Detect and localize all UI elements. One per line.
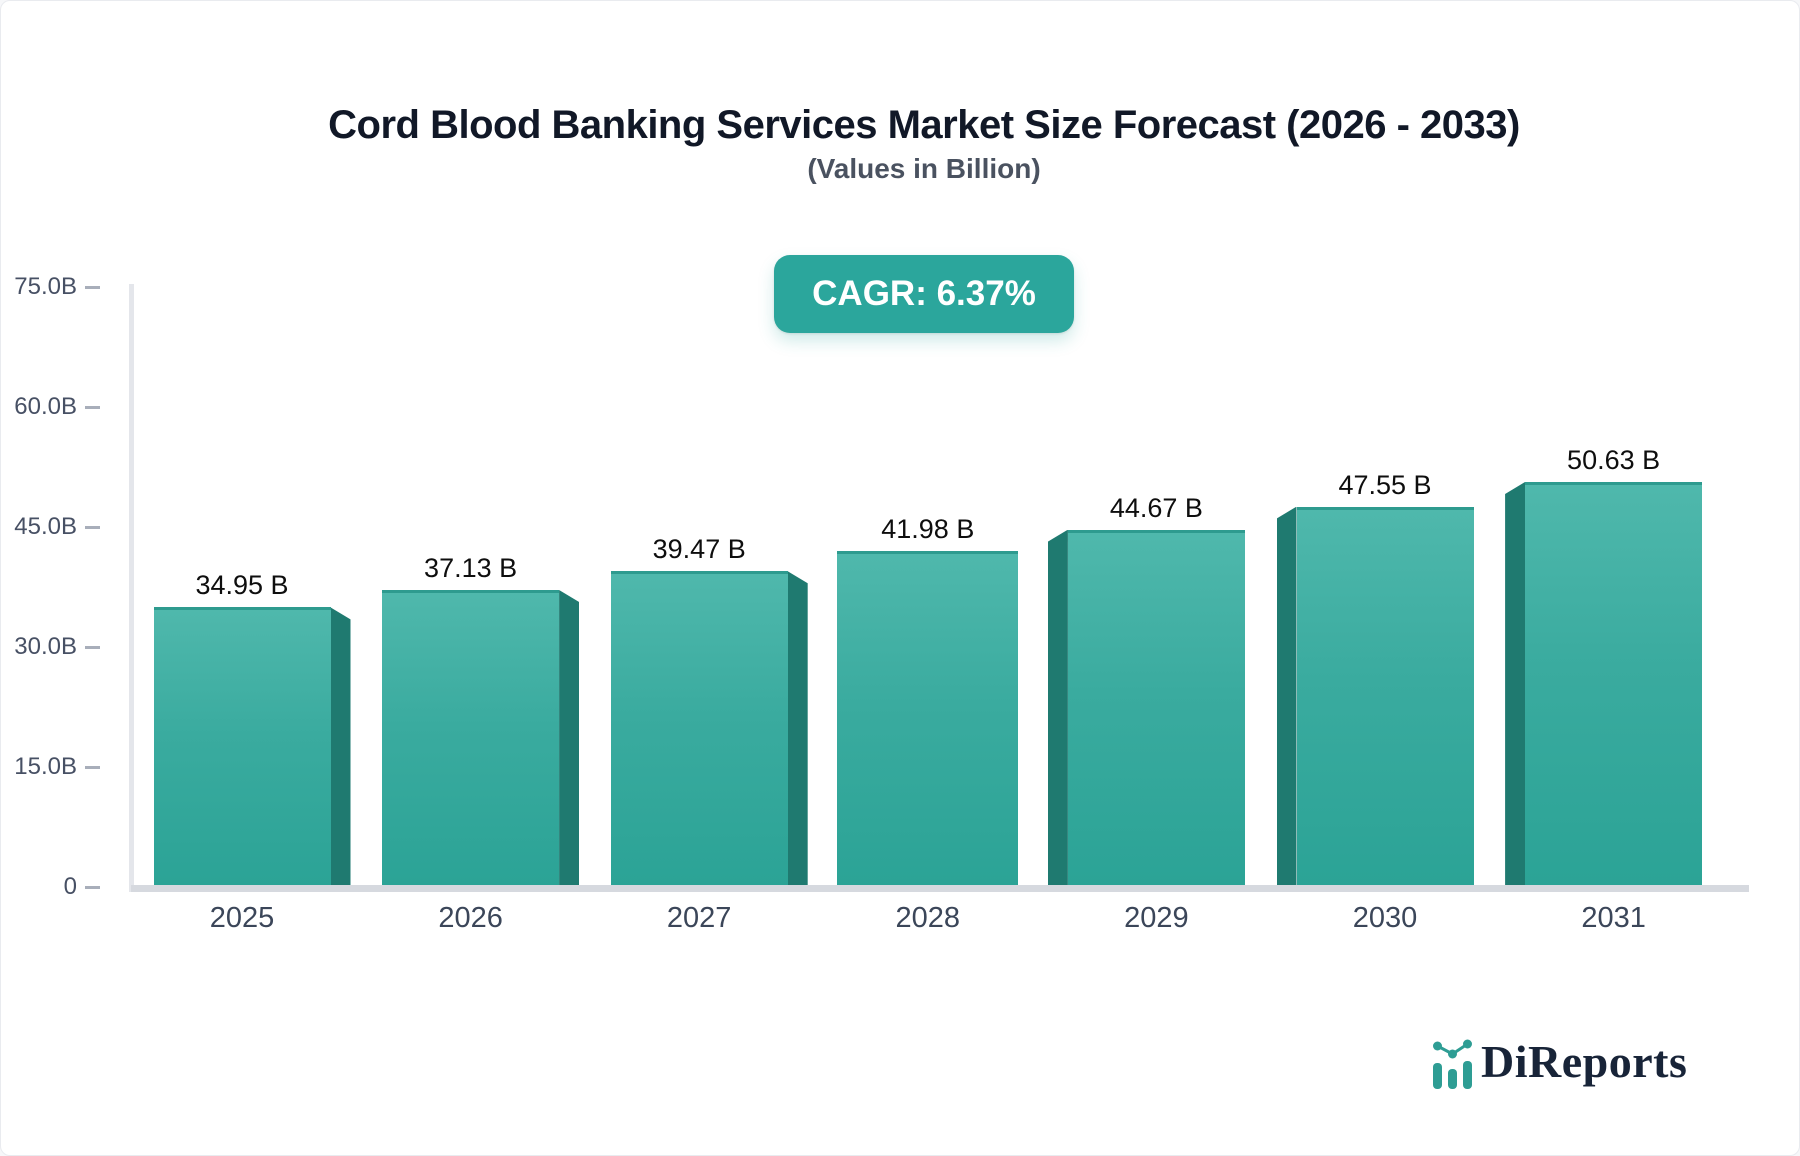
chart-subtitle: (Values in Billion) (807, 153, 1041, 184)
x-axis-label: 2025 (209, 902, 275, 934)
chart-title: Cord Blood Banking Services Market Size … (328, 103, 1520, 147)
x-axis-label: 2028 (895, 902, 961, 934)
y-axis-tick-label: 15.0B (14, 753, 77, 780)
x-axis-label: 2030 (1352, 902, 1418, 934)
x-axis-baseline (131, 885, 1749, 892)
bar-2026[interactable] (382, 589, 560, 887)
bar-3d-side[interactable] (559, 589, 580, 887)
x-axis-label: 2026 (438, 902, 503, 934)
direports-logo-text: DiReports (1481, 1036, 1688, 1087)
bar-value-label: 41.98 B (881, 514, 975, 545)
bar-value-label: 47.55 B (1338, 469, 1432, 500)
y-axis-tick-label: 0 (63, 873, 77, 900)
cagr-badge-row: CAGR: 6.37% (49, 255, 1799, 333)
bar-value-label: 37.13 B (424, 552, 518, 583)
bar-value-label: 44.67 B (1109, 492, 1203, 523)
bar-2028[interactable] (837, 551, 1019, 887)
bar-3d-side[interactable] (330, 607, 351, 887)
x-axis-label: 2027 (666, 902, 732, 934)
y-axis-tick (85, 766, 100, 769)
y-axis-line (129, 284, 134, 892)
y-axis-tick (85, 886, 100, 889)
y-axis-tick-label: 30.0B (14, 633, 77, 660)
y-axis-tick (85, 526, 100, 529)
bar-2031[interactable] (1525, 481, 1703, 887)
x-axis-label: 2031 (1581, 902, 1646, 934)
y-axis-tick (85, 646, 100, 649)
cagr-badge: CAGR: 6.37% (774, 255, 1074, 333)
y-axis-tick-label: 60.0B (14, 393, 77, 420)
y-axis-tick (85, 406, 100, 409)
bar-2030[interactable] (1296, 506, 1474, 887)
bar-3d-side[interactable] (787, 571, 808, 887)
bar-value-label: 39.47 B (652, 534, 746, 565)
y-axis-tick-label: 75.0B (14, 273, 77, 300)
bar-2029[interactable] (1067, 529, 1245, 887)
bar-2027[interactable] (610, 571, 788, 887)
x-axis-label: 2029 (1124, 902, 1189, 934)
bar-3d-side[interactable] (1276, 506, 1297, 887)
y-axis-tick (85, 286, 100, 289)
direports-logo-icon (1433, 1039, 1472, 1089)
bar-value-label: 34.95 B (195, 570, 289, 601)
y-axis-tick-label: 45.0B (14, 513, 77, 540)
bar-value-label: 50.63 B (1567, 444, 1661, 475)
bar-3d-side[interactable] (1505, 481, 1526, 887)
bar-2025[interactable] (153, 607, 331, 887)
bar-3d-side[interactable] (1047, 529, 1068, 887)
